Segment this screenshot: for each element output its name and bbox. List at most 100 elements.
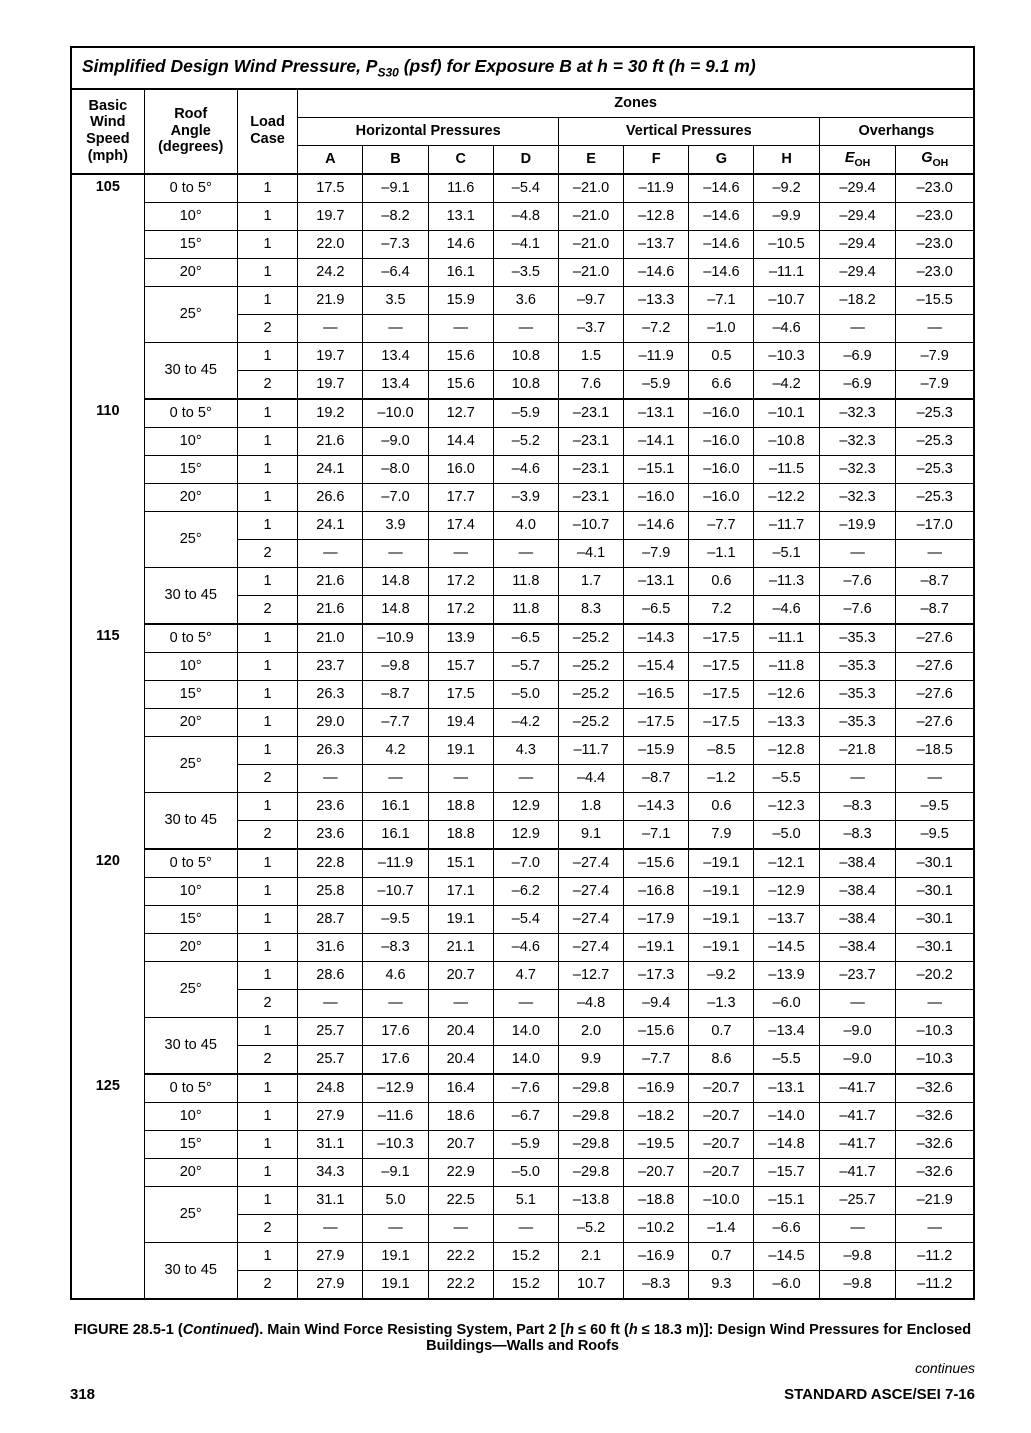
value-cell: 25.7	[298, 1017, 363, 1045]
value-cell: –19.1	[689, 905, 754, 933]
value-cell: –4.6	[493, 455, 558, 483]
value-cell: 16.0	[428, 455, 493, 483]
roof-angle: 0 to 5°	[144, 624, 237, 653]
load-case: 1	[237, 961, 298, 989]
value-cell: –21.0	[558, 174, 623, 203]
hdr-col-G: G	[689, 145, 754, 174]
value-cell: –4.8	[493, 202, 558, 230]
value-cell: 10.7	[558, 1270, 623, 1298]
value-cell: 19.1	[428, 736, 493, 764]
value-cell: —	[298, 314, 363, 342]
value-cell: –35.3	[819, 708, 896, 736]
value-cell: 22.8	[298, 849, 363, 878]
hdr-col-B: B	[363, 145, 428, 174]
value-cell: 22.2	[428, 1242, 493, 1270]
value-cell: –12.1	[754, 849, 819, 878]
value-cell: –12.9	[363, 1074, 428, 1103]
value-cell: –17.9	[624, 905, 689, 933]
value-cell: 15.2	[493, 1270, 558, 1298]
value-cell: –9.5	[363, 905, 428, 933]
value-cell: –14.6	[624, 258, 689, 286]
value-cell: –4.8	[558, 989, 623, 1017]
load-case: 1	[237, 1186, 298, 1214]
value-cell: –13.7	[754, 905, 819, 933]
value-cell: –14.6	[689, 258, 754, 286]
value-cell: —	[896, 314, 973, 342]
value-cell: 31.1	[298, 1130, 363, 1158]
value-cell: 29.0	[298, 708, 363, 736]
value-cell: –1.2	[689, 764, 754, 792]
value-cell: –38.4	[819, 877, 896, 905]
value-cell: —	[493, 989, 558, 1017]
value-cell: 17.4	[428, 511, 493, 539]
value-cell: –5.9	[493, 399, 558, 428]
value-cell: –6.5	[624, 595, 689, 624]
value-cell: –21.8	[819, 736, 896, 764]
value-cell: –6.0	[754, 1270, 819, 1298]
value-cell: –11.7	[754, 511, 819, 539]
value-cell: 1.5	[558, 342, 623, 370]
roof-angle: 30 to 45	[144, 792, 237, 849]
value-cell: –9.5	[896, 792, 973, 820]
roof-angle: 0 to 5°	[144, 1074, 237, 1103]
value-cell: 21.6	[298, 427, 363, 455]
value-cell: –25.7	[819, 1186, 896, 1214]
value-cell: 11.8	[493, 567, 558, 595]
roof-angle: 15°	[144, 680, 237, 708]
value-cell: –7.7	[363, 708, 428, 736]
value-cell: –10.0	[363, 399, 428, 428]
table-row: 10°121.6–9.014.4–5.2–23.1–14.1–16.0–10.8…	[72, 427, 973, 455]
value-cell: 24.1	[298, 511, 363, 539]
value-cell: 8.3	[558, 595, 623, 624]
value-cell: –16.0	[689, 427, 754, 455]
value-cell: –10.7	[558, 511, 623, 539]
value-cell: –6.2	[493, 877, 558, 905]
value-cell: –9.8	[819, 1270, 896, 1298]
value-cell: –15.4	[624, 652, 689, 680]
load-case: 1	[237, 849, 298, 878]
value-cell: –4.4	[558, 764, 623, 792]
value-cell: 26.3	[298, 736, 363, 764]
value-cell: —	[298, 764, 363, 792]
hdr-col-goh: GOH	[896, 145, 973, 174]
roof-angle: 30 to 45	[144, 1017, 237, 1074]
value-cell: –17.3	[624, 961, 689, 989]
value-cell: –11.5	[754, 455, 819, 483]
value-cell: –32.6	[896, 1130, 973, 1158]
value-cell: –5.9	[493, 1130, 558, 1158]
value-cell: 28.7	[298, 905, 363, 933]
value-cell: 0.7	[689, 1242, 754, 1270]
load-case: 2	[237, 370, 298, 399]
load-case: 1	[237, 399, 298, 428]
value-cell: 10.8	[493, 370, 558, 399]
value-cell: –25.2	[558, 680, 623, 708]
roof-angle: 10°	[144, 1102, 237, 1130]
hdr-roof-angle: Roof Angle (degrees)	[144, 90, 237, 174]
load-case: 1	[237, 1242, 298, 1270]
load-case: 1	[237, 342, 298, 370]
value-cell: —	[896, 539, 973, 567]
value-cell: –32.3	[819, 483, 896, 511]
table-row: 1250 to 5°124.8–12.916.4–7.6–29.8–16.9–2…	[72, 1074, 973, 1103]
value-cell: –17.0	[896, 511, 973, 539]
value-cell: 4.3	[493, 736, 558, 764]
value-cell: —	[428, 764, 493, 792]
value-cell: –30.1	[896, 849, 973, 878]
value-cell: 27.9	[298, 1242, 363, 1270]
roof-angle: 0 to 5°	[144, 174, 237, 203]
hdr-col-F: F	[624, 145, 689, 174]
value-cell: 0.7	[689, 1017, 754, 1045]
load-case: 2	[237, 539, 298, 567]
value-cell: 3.9	[363, 511, 428, 539]
value-cell: –8.3	[624, 1270, 689, 1298]
table-row: 1200 to 5°122.8–11.915.1–7.0–27.4–15.6–1…	[72, 849, 973, 878]
value-cell: –5.7	[493, 652, 558, 680]
value-cell: 20.4	[428, 1045, 493, 1074]
value-cell: –23.1	[558, 427, 623, 455]
value-cell: –29.8	[558, 1102, 623, 1130]
value-cell: –25.3	[896, 483, 973, 511]
value-cell: 21.9	[298, 286, 363, 314]
value-cell: –12.6	[754, 680, 819, 708]
table-row: 1100 to 5°119.2–10.012.7–5.9–23.1–13.1–1…	[72, 399, 973, 428]
value-cell: 22.5	[428, 1186, 493, 1214]
